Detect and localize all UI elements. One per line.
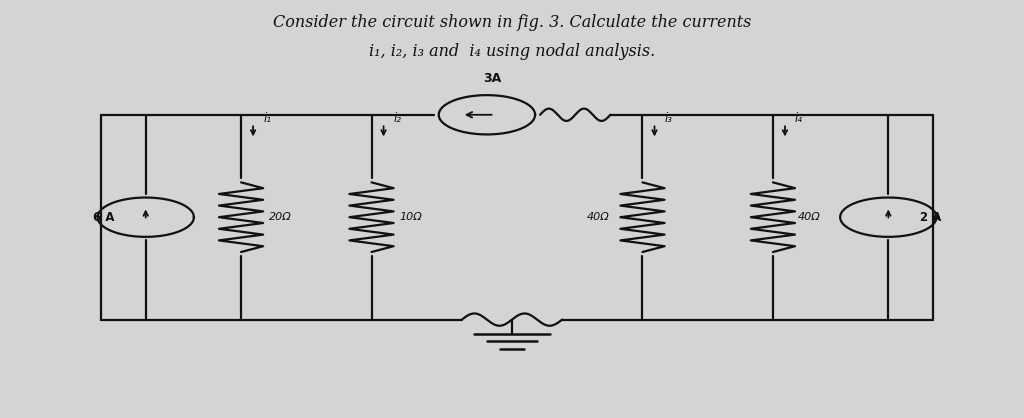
Text: i₃: i₃ — [665, 112, 673, 125]
Text: 20Ω: 20Ω — [269, 212, 292, 222]
Text: 40Ω: 40Ω — [588, 212, 610, 222]
Text: i₁, i₂, i₃ and  i₄ using nodal analysis.: i₁, i₂, i₃ and i₄ using nodal analysis. — [369, 43, 655, 60]
Text: 40Ω: 40Ω — [798, 212, 821, 222]
Text: 2 A: 2 A — [920, 211, 941, 224]
Text: 10Ω: 10Ω — [399, 212, 422, 222]
Text: i₁: i₁ — [263, 112, 271, 125]
Text: i₄: i₄ — [795, 112, 803, 125]
Text: 6 A: 6 A — [93, 211, 115, 224]
Text: Consider the circuit shown in fig. 3. Calculate the currents: Consider the circuit shown in fig. 3. Ca… — [272, 14, 752, 31]
Text: 3A: 3A — [482, 72, 501, 85]
Text: i₂: i₂ — [393, 112, 401, 125]
